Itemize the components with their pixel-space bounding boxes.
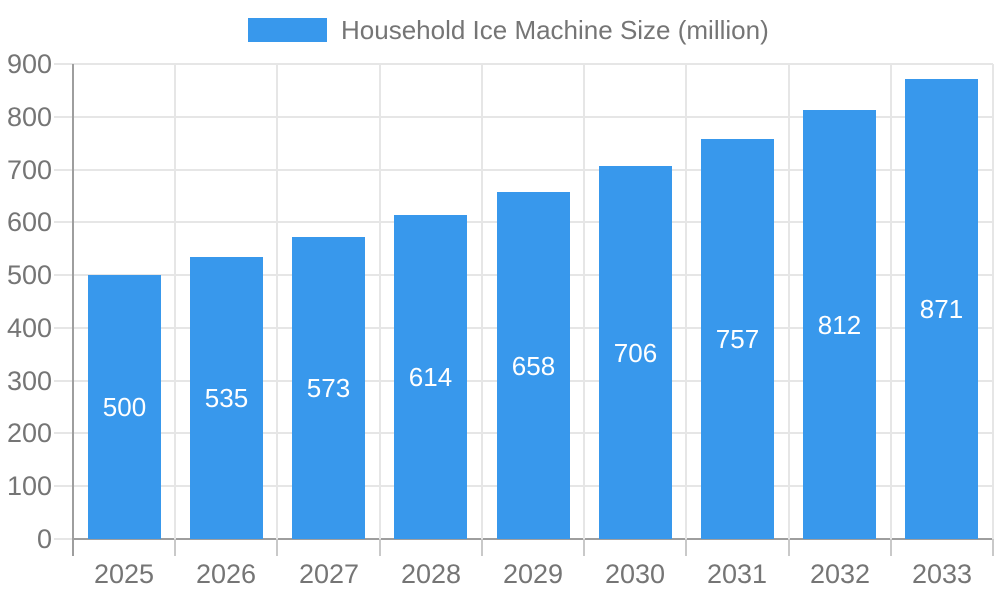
bar-value-label: 812 bbox=[817, 309, 862, 340]
bar[interactable]: 658 bbox=[497, 192, 570, 539]
legend-label: Household Ice Machine Size (million) bbox=[341, 15, 769, 45]
x-axis-tick bbox=[788, 539, 790, 556]
vertical-gridline bbox=[992, 64, 994, 539]
x-axis-line bbox=[73, 538, 993, 540]
y-axis-tick-label: 0 bbox=[36, 524, 52, 554]
legend-swatch bbox=[248, 18, 327, 42]
x-axis-tick bbox=[890, 539, 892, 556]
bar-value-label: 658 bbox=[511, 350, 556, 381]
bar[interactable]: 812 bbox=[803, 110, 876, 539]
y-axis-tick-label: 400 bbox=[6, 313, 52, 343]
x-axis-tick bbox=[276, 539, 278, 556]
bar[interactable]: 614 bbox=[394, 215, 467, 539]
vertical-gridline bbox=[890, 64, 892, 539]
y-axis-line bbox=[72, 64, 74, 556]
y-axis-tick-label: 800 bbox=[6, 102, 52, 132]
bar[interactable]: 500 bbox=[88, 275, 161, 539]
horizontal-gridline bbox=[54, 169, 993, 171]
vertical-gridline bbox=[583, 64, 585, 539]
y-axis-tick-label: 700 bbox=[6, 155, 52, 185]
bar[interactable]: 706 bbox=[599, 166, 672, 539]
x-axis-tick-label: 2030 bbox=[604, 559, 666, 589]
y-axis-tick-label: 500 bbox=[6, 260, 52, 290]
bar-value-label: 573 bbox=[306, 373, 351, 403]
x-axis-tick bbox=[379, 539, 381, 556]
vertical-gridline bbox=[685, 64, 687, 539]
vertical-gridline bbox=[379, 64, 381, 539]
y-axis-tick-label: 900 bbox=[6, 49, 52, 79]
x-axis-tick bbox=[685, 539, 687, 556]
bar[interactable]: 535 bbox=[190, 257, 263, 539]
y-axis-zero-tick bbox=[54, 538, 73, 540]
bar-value-label: 535 bbox=[204, 383, 249, 413]
bar[interactable]: 573 bbox=[292, 237, 365, 539]
x-axis-tick-label: 2026 bbox=[195, 559, 257, 589]
x-axis-tick-label: 2031 bbox=[706, 559, 768, 589]
y-axis-tick-label: 600 bbox=[6, 207, 52, 237]
bar-value-label: 500 bbox=[102, 392, 147, 422]
x-axis-tick-label: 2025 bbox=[93, 559, 155, 589]
y-axis-tick-label: 100 bbox=[6, 471, 52, 501]
x-axis-tick-label: 2027 bbox=[298, 559, 360, 589]
bar-value-label: 871 bbox=[919, 294, 964, 324]
bar-value-label: 706 bbox=[613, 337, 658, 368]
x-axis-tick-label: 2033 bbox=[911, 559, 973, 589]
x-axis-tick-label: 2029 bbox=[502, 559, 564, 589]
vertical-gridline bbox=[481, 64, 483, 539]
bar-value-label: 757 bbox=[715, 324, 760, 354]
vertical-gridline bbox=[174, 64, 176, 539]
chart-legend[interactable]: Household Ice Machine Size (million) bbox=[248, 14, 769, 46]
x-axis-tick-label: 2028 bbox=[400, 559, 462, 589]
x-axis-tick bbox=[583, 539, 585, 556]
y-axis-tick-label: 300 bbox=[6, 366, 52, 396]
bar[interactable]: 871 bbox=[905, 79, 978, 539]
x-axis-tick-label: 2032 bbox=[809, 559, 871, 589]
x-axis-tick bbox=[992, 539, 994, 556]
bar-value-label: 614 bbox=[408, 362, 453, 392]
bar[interactable]: 757 bbox=[701, 139, 774, 539]
horizontal-gridline bbox=[54, 116, 993, 118]
x-axis-tick bbox=[481, 539, 483, 556]
x-axis-tick bbox=[174, 539, 176, 556]
vertical-gridline bbox=[276, 64, 278, 539]
vertical-gridline bbox=[788, 64, 790, 539]
y-axis-tick-label: 200 bbox=[6, 418, 52, 448]
horizontal-gridline bbox=[54, 63, 993, 65]
